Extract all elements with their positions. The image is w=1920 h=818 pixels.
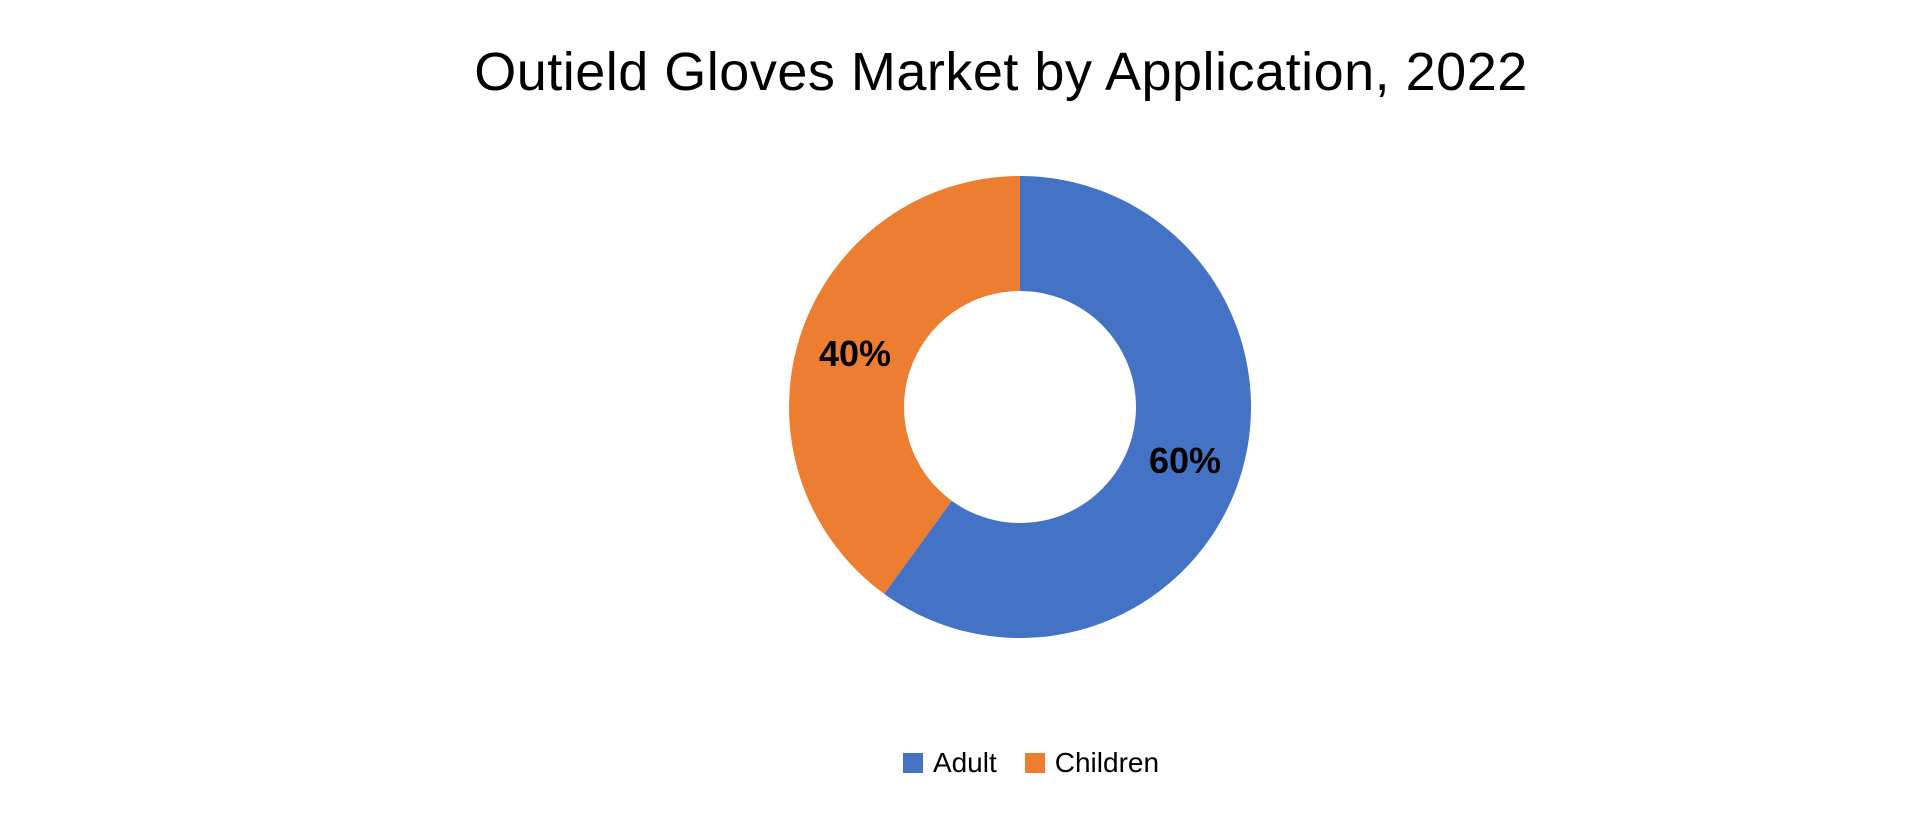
segment-percent-label-adult: 60% <box>1149 440 1221 481</box>
donut-segment-adult <box>884 176 1251 638</box>
donut-chart: 60% 40% <box>789 176 1251 638</box>
legend-swatch-children <box>1024 753 1045 773</box>
chart-legend: Adult Children <box>71 745 1920 781</box>
legend-label-adult: Adult <box>932 747 997 778</box>
donut-segment-children <box>789 176 1020 594</box>
segment-percent-label-children: 40% <box>819 333 891 374</box>
legend-item-adult: Adult <box>902 745 997 781</box>
legend-swatch-adult <box>902 753 923 773</box>
legend-label-children: Children <box>1054 747 1160 778</box>
legend-item-children: Children <box>1024 745 1160 781</box>
chart-title: Outield Gloves Market by Application, 20… <box>474 42 1528 102</box>
